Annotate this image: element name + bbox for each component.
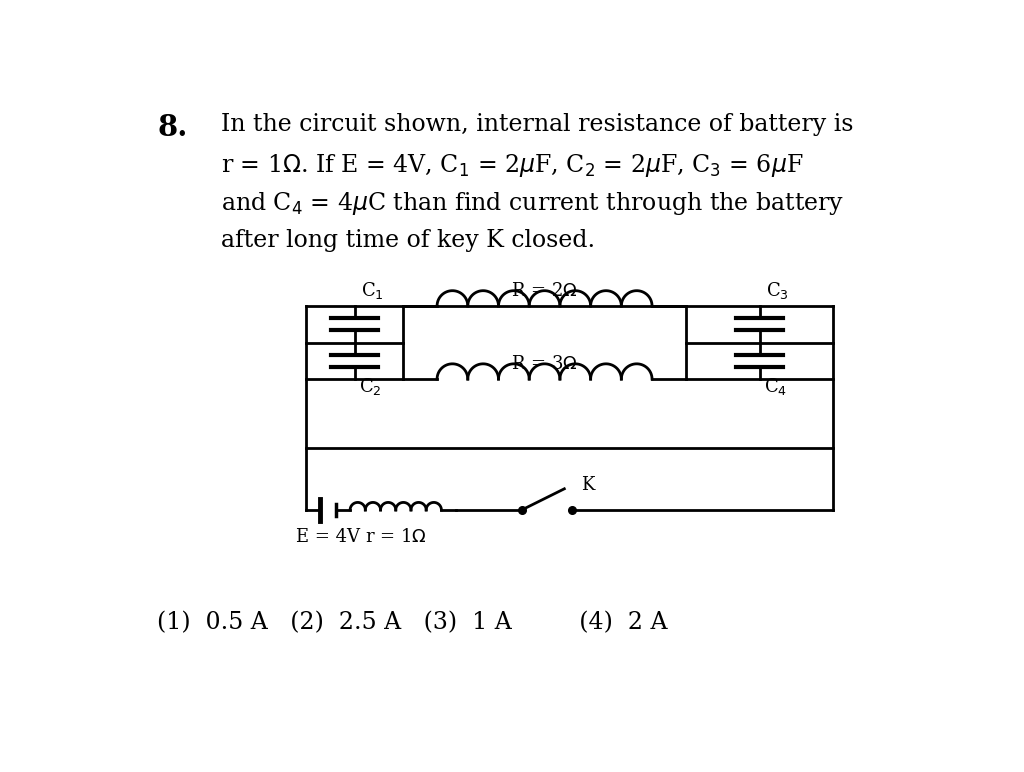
Text: In the circuit shown, internal resistance of battery is: In the circuit shown, internal resistanc… [221,113,853,137]
Text: E = 4V: E = 4V [296,529,360,547]
Text: R = 2$\Omega$: R = 2$\Omega$ [511,282,578,300]
Text: C$_2$: C$_2$ [358,376,381,397]
Text: R = 3$\Omega$: R = 3$\Omega$ [511,355,578,373]
Text: after long time of key K closed.: after long time of key K closed. [221,229,595,252]
Text: r = 1$\Omega$. If E = 4V, C$_1$ = 2$\mu$F, C$_2$ = 2$\mu$F, C$_3$ = 6$\mu$F: r = 1$\Omega$. If E = 4V, C$_1$ = 2$\mu$… [221,152,804,179]
Text: 8.: 8. [158,113,187,142]
Text: (1)  0.5 A   (2)  2.5 A   (3)  1 A         (4)  2 A: (1) 0.5 A (2) 2.5 A (3) 1 A (4) 2 A [158,611,668,635]
Text: C$_1$: C$_1$ [360,279,384,300]
Text: C$_3$: C$_3$ [766,279,788,300]
Text: C$_4$: C$_4$ [764,376,786,397]
Text: r = 1$\Omega$: r = 1$\Omega$ [366,529,427,547]
Text: K: K [582,476,595,494]
Text: and C$_4$ = 4$\mu$C than find current through the battery: and C$_4$ = 4$\mu$C than find current th… [221,191,844,218]
